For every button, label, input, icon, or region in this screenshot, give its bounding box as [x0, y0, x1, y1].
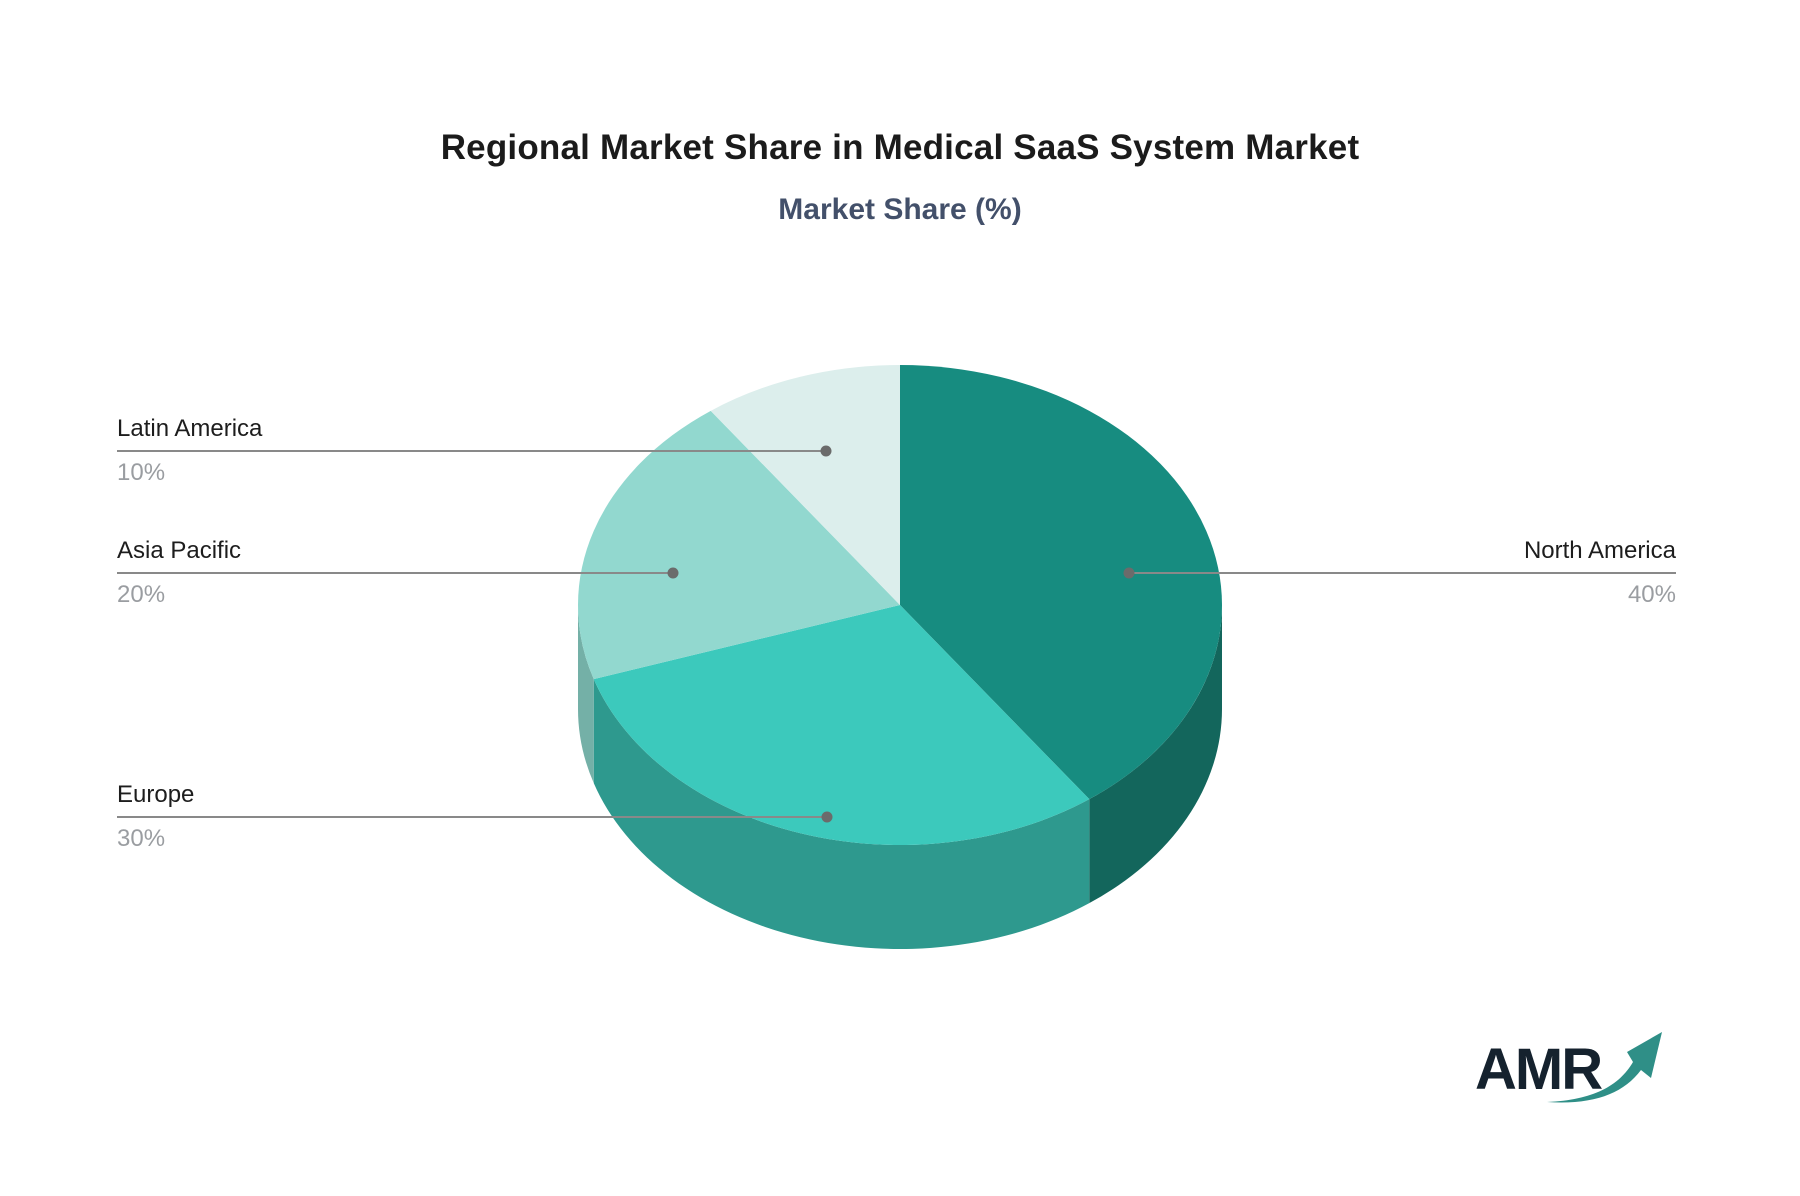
leader-dot-europe: [821, 811, 833, 823]
leader-dot-asia-pacific: [667, 567, 679, 579]
label-asia-pacific: Asia Pacific 20%: [117, 537, 717, 611]
label-europe-name: Europe: [117, 781, 195, 808]
label-north-america-value: 40%: [1627, 581, 1676, 608]
chart-subtitle: Market Share (%): [778, 193, 1022, 226]
amr-logo-arrow-icon: [1547, 1032, 1662, 1103]
pie-slice-latin-america[interactable]: [710, 365, 900, 605]
label-latin-america-value: 10%: [117, 459, 166, 486]
pie-slice-side-europe: [593, 679, 1090, 949]
label-north-america-name: North America: [1523, 537, 1676, 564]
pie-slice-europe[interactable]: [593, 605, 1090, 845]
pie-slice-north-america[interactable]: [900, 365, 1222, 800]
label-latin-america: Latin America 10%: [117, 415, 717, 489]
label-europe-value: 30%: [117, 825, 166, 852]
label-asia-pacific-value: 20%: [117, 581, 166, 608]
pie-slice-side-asia-pacific: [578, 605, 594, 784]
chart-title: Regional Market Share in Medical SaaS Sy…: [440, 128, 1360, 167]
amr-logo-text: AMR: [1475, 1037, 1603, 1102]
leader-dot-north-america: [1123, 567, 1135, 579]
pie-slice-asia-pacific[interactable]: [578, 410, 900, 680]
label-latin-america-name: Latin America: [117, 415, 263, 442]
label-europe: Europe 30%: [117, 781, 717, 855]
amr-logo: AMR: [1475, 1032, 1695, 1131]
label-asia-pacific-name: Asia Pacific: [117, 537, 242, 564]
label-north-america: North America 40%: [1176, 537, 1676, 611]
pie-slice-side-north-america: [1089, 605, 1222, 904]
leader-dot-latin-america: [820, 445, 832, 457]
